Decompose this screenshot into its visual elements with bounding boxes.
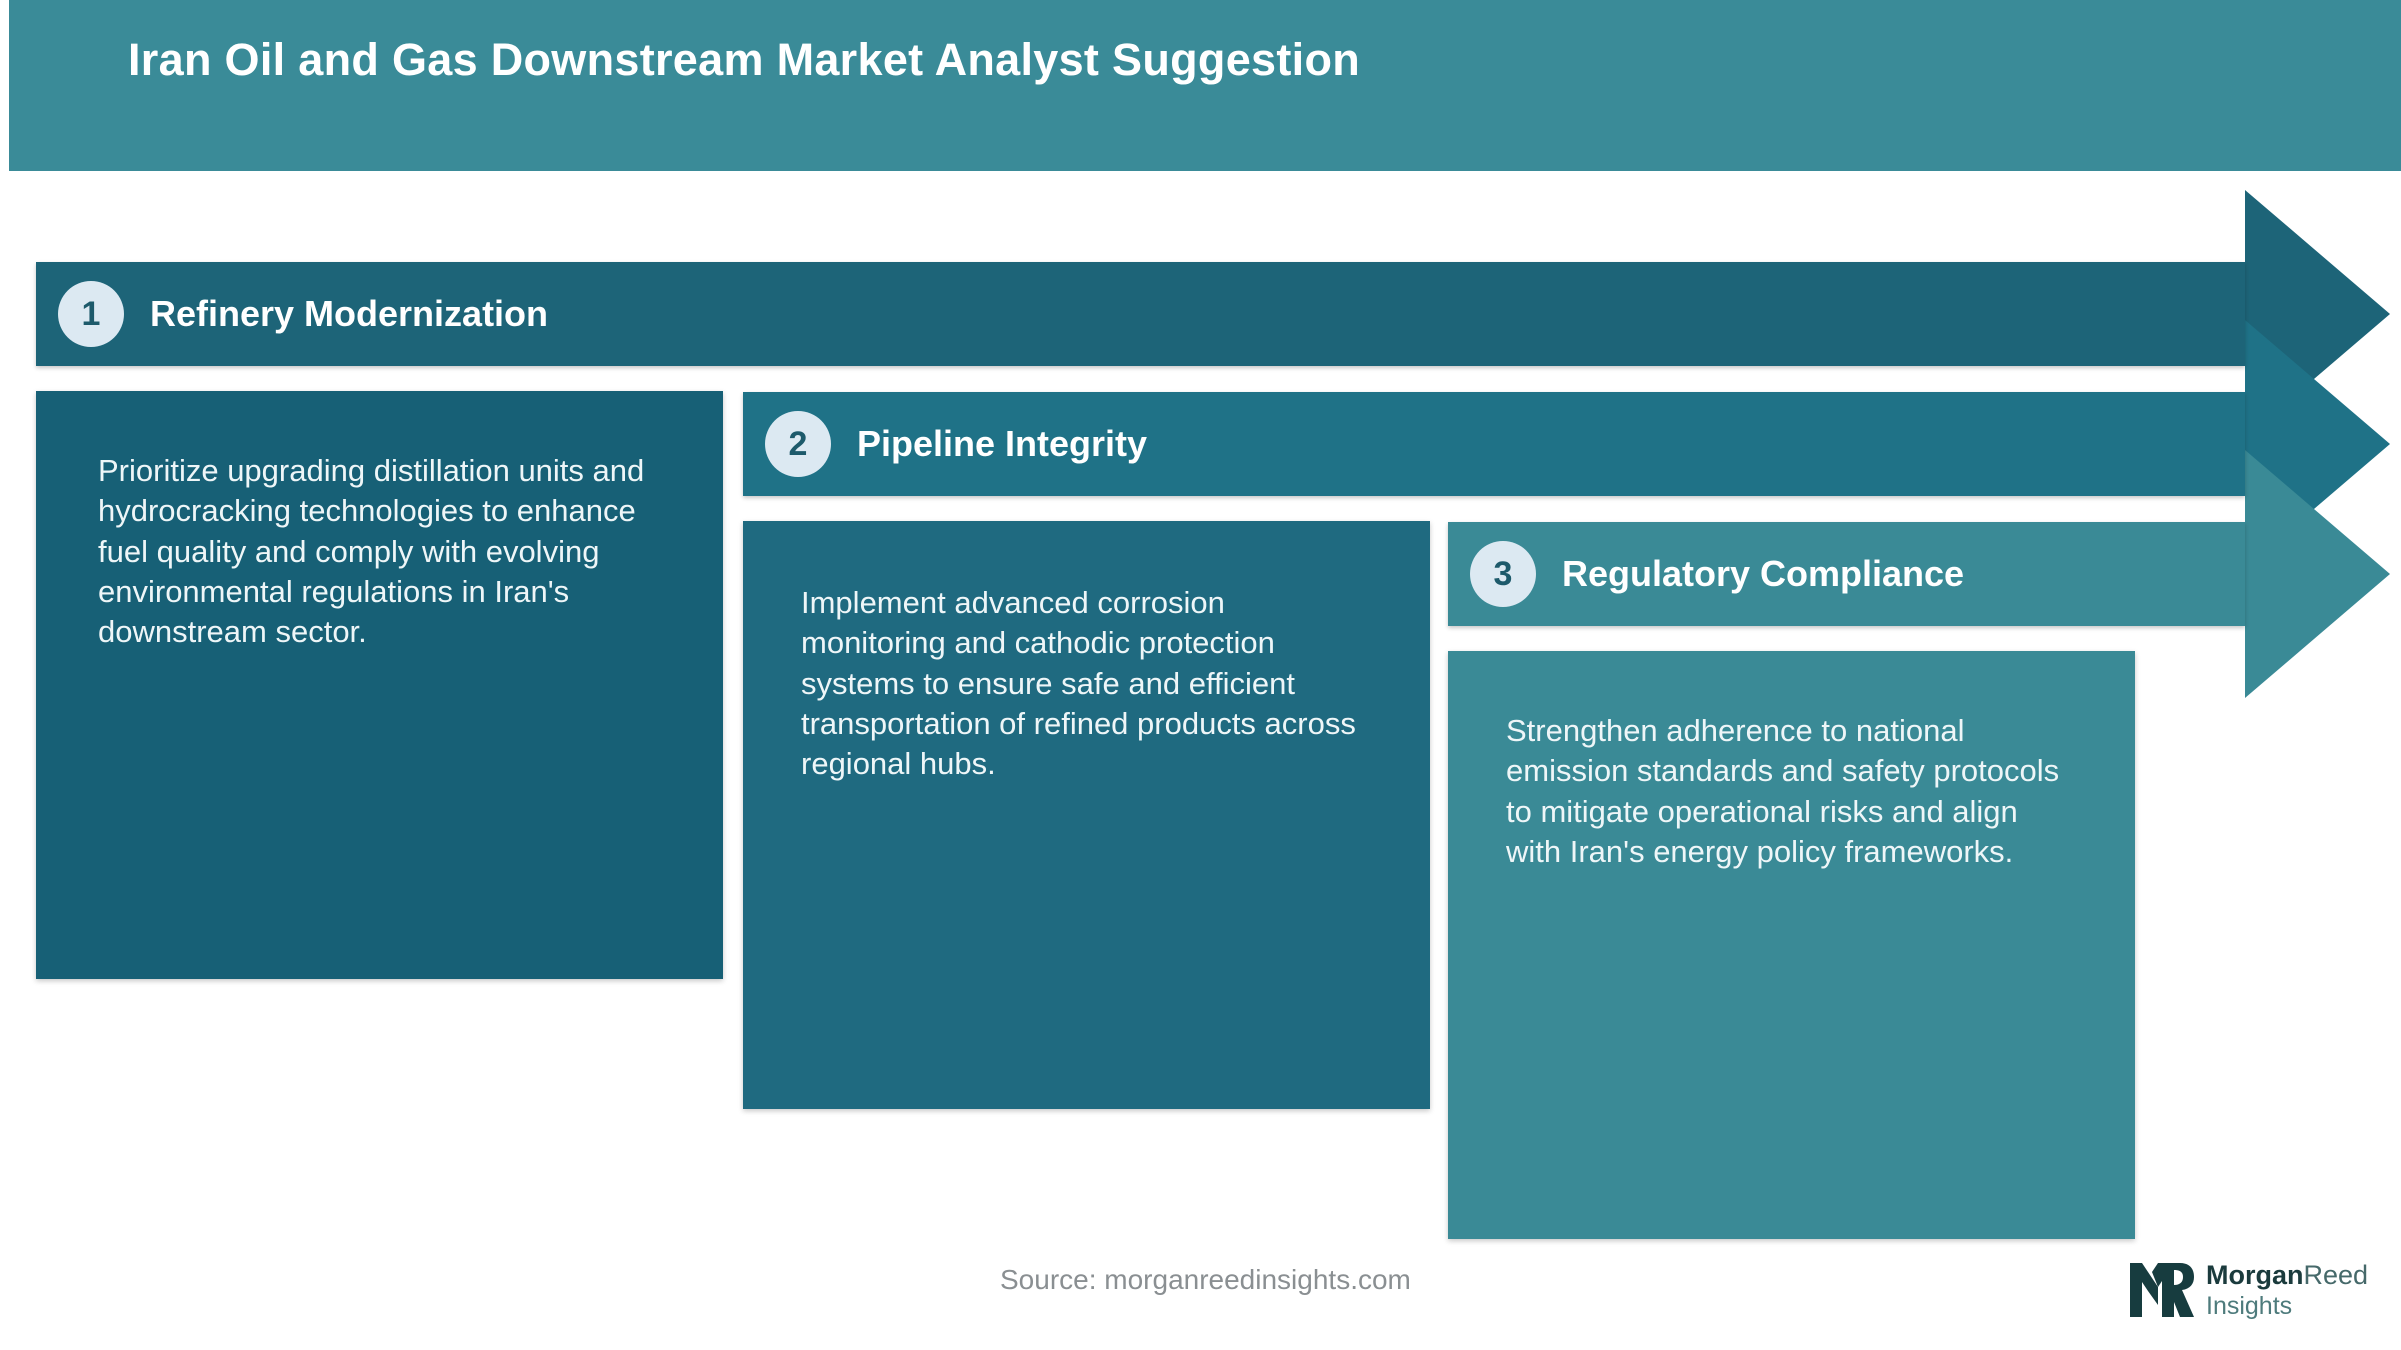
step-description-1: Prioritize upgrading distillation units … — [98, 453, 645, 650]
logo-wordmark: MorganReed Insights — [2206, 1259, 2369, 1320]
step-number-badge-2: 2 — [765, 411, 831, 477]
logo-line-primary: MorganReed — [2206, 1259, 2369, 1290]
mr-monogram-icon — [2130, 1263, 2194, 1317]
step-number-badge-1: 1 — [58, 281, 124, 347]
step-title-1: Refinery Modernization — [150, 293, 549, 334]
step-header-2[interactable]: 2 Pipeline Integrity — [743, 392, 2245, 496]
step-header-1[interactable]: 1 Refinery Modernization — [36, 262, 2245, 366]
left-edge-rail — [0, 0, 9, 171]
step-title-3: Regulatory Compliance — [1562, 553, 1965, 594]
title-banner: Iran Oil and Gas Downstream Market Analy… — [0, 0, 2401, 171]
logo-word-reed: Reed — [2303, 1259, 2369, 1290]
step-title-2: Pipeline Integrity — [857, 423, 1148, 464]
logo-word-morgan: Morgan — [2206, 1259, 2304, 1290]
step-header-3[interactable]: 3 Regulatory Compliance — [1448, 522, 2245, 626]
source-attribution: Source: morganreedinsights.com — [1000, 1264, 1411, 1295]
step-panel-2: Implement advanced corrosion monitoring … — [743, 521, 1430, 1109]
step-panel-1: Prioritize upgrading distillation units … — [36, 391, 723, 979]
logo-word-insights: Insights — [2206, 1291, 2293, 1320]
page-title: Iran Oil and Gas Downstream Market Analy… — [128, 34, 1361, 85]
step-panel-3: Strengthen adherence to national emissio… — [1448, 651, 2135, 1239]
step-number-badge-3: 3 — [1470, 541, 1536, 607]
step-description-2: Implement advanced corrosion monitoring … — [801, 585, 1356, 782]
step-description-3: Strengthen adherence to national emissio… — [1506, 713, 2060, 869]
brand-logo: MorganReed Insights — [2128, 1255, 2368, 1325]
